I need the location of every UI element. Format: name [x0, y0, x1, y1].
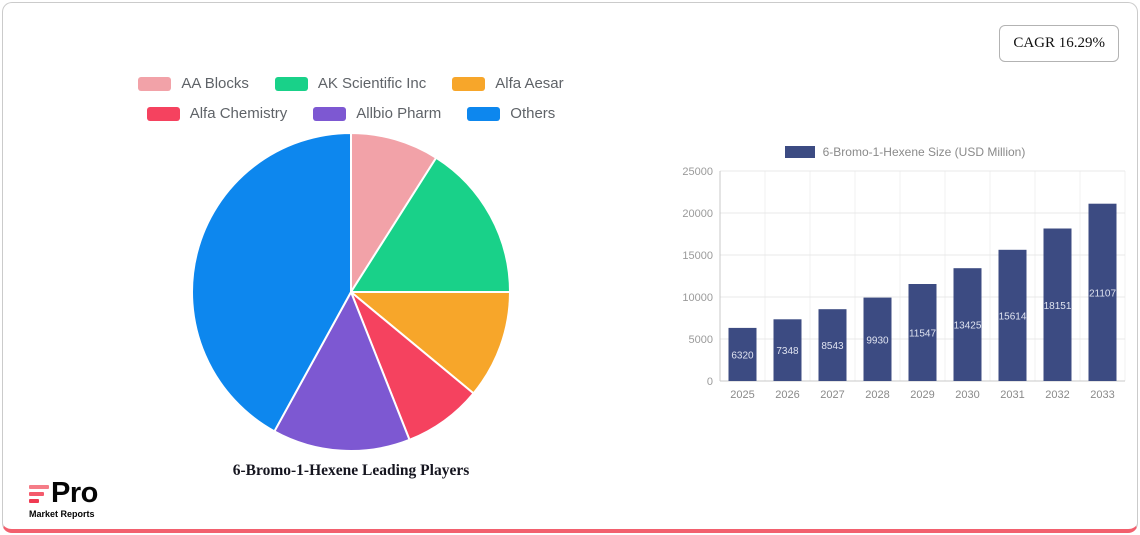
legend-swatch — [313, 106, 347, 121]
bar-legend-label: 6-Bromo-1-Hexene Size (USD Million) — [822, 145, 1026, 159]
legend-label: AA Blocks — [181, 75, 249, 92]
y-axis-tick: 0 — [707, 376, 713, 388]
bar-2027[interactable] — [818, 309, 847, 381]
bar-chart: 0 5000 10000 15000 20000 25000 6320 2025 7348 202… — [682, 166, 1126, 401]
pie-panel: AA Blocks AK Scientific Inc Alfa Aesar Alfa… — [61, 75, 641, 480]
pie-legend-item-allbio-pharm[interactable]: Allbio Pharm — [313, 105, 441, 122]
y-axis-tick: 20000 — [682, 208, 713, 220]
bar-2026[interactable] — [773, 319, 802, 381]
legend-label: Alfa Aesar — [495, 75, 564, 92]
y-axis-tick: 15000 — [682, 250, 713, 262]
bar-2031[interactable] — [998, 249, 1027, 381]
bar-value-label: 21107 — [1089, 288, 1117, 299]
pie-slice-ak-scientific-inc[interactable] — [350, 156, 511, 293]
bar-value-label: 15614 — [999, 311, 1027, 322]
legend-label: AK Scientific Inc — [317, 75, 427, 92]
pie-legend: AA Blocks AK Scientific Inc Alfa Aesar Alfa… — [81, 75, 621, 122]
pie-chart — [191, 132, 511, 452]
y-axis-tick: 10000 — [682, 292, 713, 304]
pie-title: 6-Bromo-1-Hexene Leading Players — [232, 462, 470, 479]
cagr-badge: CAGR 16.29% — [999, 25, 1119, 62]
bar-value-label: 11547 — [909, 329, 937, 340]
pie-legend-item-aa-blocks[interactable]: AA Blocks — [138, 75, 249, 92]
bar-2033[interactable] — [1088, 203, 1117, 381]
bar-value-label: 13425 — [954, 321, 982, 332]
pie-legend-item-alfa-aesar[interactable]: Alfa Aesar — [452, 75, 564, 92]
logo-row: Pro — [29, 479, 98, 508]
pie-slice-allbio-pharm[interactable] — [273, 291, 411, 452]
bar-panel: 6-Bromo-1-Hexene Size (USD Million) 0 500… — [675, 145, 1135, 413]
bar-value-label: 9930 — [866, 335, 889, 346]
pie-slice-alfa-aesar[interactable] — [350, 291, 511, 395]
y-axis-tick: 25000 — [682, 166, 713, 178]
x-axis-label: 2028 — [865, 389, 889, 401]
logo: Pro Market Reports — [29, 479, 98, 519]
bar-legend[interactable]: 6-Bromo-1-Hexene Size (USD Million) — [675, 145, 1135, 159]
y-axis-tick: 5000 — [689, 334, 713, 346]
legend-swatch — [467, 106, 501, 121]
pie-slice-others[interactable] — [191, 132, 352, 433]
x-axis-label: 2026 — [775, 389, 799, 401]
bar-value-label: 6320 — [731, 351, 754, 362]
legend-label: Others — [510, 105, 556, 122]
legend-swatch — [452, 76, 486, 91]
bar-2029[interactable] — [908, 284, 937, 381]
x-axis-label: 2027 — [820, 389, 844, 401]
logo-subtitle: Market Reports — [29, 509, 95, 519]
bar-value-label: 8543 — [821, 341, 844, 352]
bar-2028[interactable] — [863, 297, 892, 381]
legend-swatch — [146, 106, 180, 121]
legend-swatch — [138, 76, 172, 91]
cagr-label: CAGR 16.29% — [1013, 35, 1105, 51]
x-axis-label: 2032 — [1045, 389, 1069, 401]
logo-title: Pro — [51, 477, 98, 509]
pie-legend-item-ak-scientific-inc[interactable]: AK Scientific Inc — [274, 75, 427, 92]
bar-2032[interactable] — [1043, 228, 1072, 382]
pie-legend-item-alfa-chemistry[interactable]: Alfa Chemistry — [146, 105, 288, 122]
bar-2030[interactable] — [953, 268, 982, 381]
legend-label: Alfa Chemistry — [189, 105, 288, 122]
bar-legend-swatch — [784, 146, 815, 158]
x-axis-label: 2033 — [1090, 389, 1114, 401]
logo-stripes-icon — [29, 484, 49, 503]
x-axis-label: 2029 — [910, 389, 934, 401]
bar-value-label: 7348 — [776, 346, 799, 357]
pie-legend-item-others[interactable]: Others — [467, 105, 555, 122]
x-axis-label: 2025 — [730, 389, 754, 401]
bar-value-label: 18151 — [1044, 301, 1072, 312]
bar-2025[interactable] — [728, 327, 757, 381]
x-axis-label: 2030 — [955, 389, 979, 401]
pie-slice-aa-blocks[interactable] — [350, 132, 438, 293]
legend-label: Allbio Pharm — [356, 105, 442, 122]
legend-swatch — [274, 76, 308, 91]
x-axis-label: 2031 — [1000, 389, 1024, 401]
